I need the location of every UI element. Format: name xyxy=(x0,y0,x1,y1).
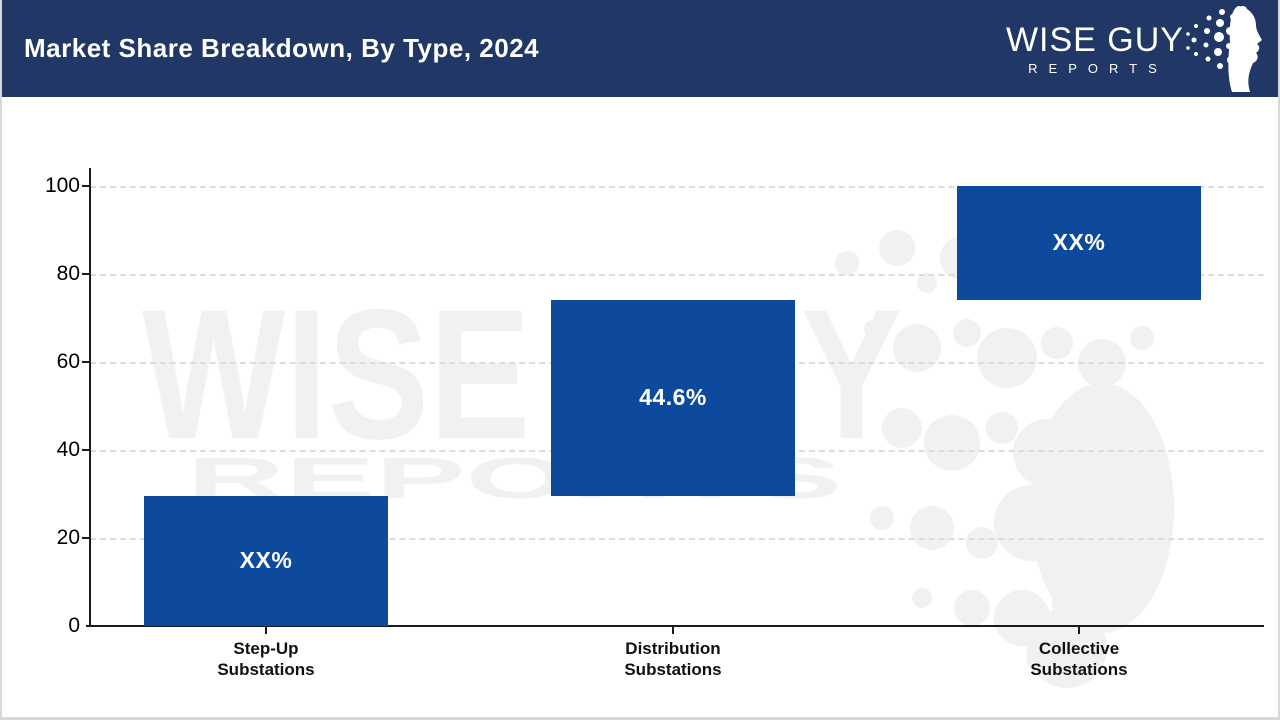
y-axis-label-40: 40 xyxy=(56,438,80,461)
x-tick-step-up xyxy=(265,627,267,634)
y-tick-40 xyxy=(82,449,90,451)
y-tick-20 xyxy=(82,537,90,539)
bar-collective-substations: XX% xyxy=(957,186,1201,300)
y-axis-label-20: 20 xyxy=(56,526,80,549)
y-axis-label-100: 100 xyxy=(44,174,80,197)
logo-subtitle: REPORTS xyxy=(1028,61,1168,76)
x-axis-category-collective: Collective Substations xyxy=(1030,639,1128,679)
bar-distribution-substations: 44.6% xyxy=(551,299,795,496)
gridline-80 xyxy=(90,274,1264,276)
y-tick-80 xyxy=(82,273,90,275)
y-axis-line xyxy=(89,168,91,627)
x-axis-category-step-up: Step-Up Substations xyxy=(217,639,315,679)
gridline-100 xyxy=(90,186,1264,188)
bar-value-label: XX% xyxy=(239,547,293,574)
bar-value-label: XX% xyxy=(1052,229,1106,256)
logo-face-icon xyxy=(1186,6,1262,92)
y-tick-60 xyxy=(82,361,90,363)
logo-wordmark: WISE GUY xyxy=(1005,21,1184,59)
chart-title: Market Share Breakdown, By Type, 2024 xyxy=(24,33,540,63)
header-bar: Market Share Breakdown, By Type, 2024 WI… xyxy=(2,0,1278,97)
logo-text: WISE GUY REPORTS xyxy=(1006,22,1184,76)
gridline-20 xyxy=(90,538,1264,540)
x-tick-distribution xyxy=(672,627,674,634)
bar-value-label: 44.6% xyxy=(639,384,707,411)
y-axis-label-0: 0 xyxy=(68,614,80,637)
x-axis-category-distribution: Distribution Substations xyxy=(624,639,722,679)
y-axis-label-60: 60 xyxy=(56,350,80,373)
bar-step-up-substations: XX% xyxy=(144,495,388,626)
y-tick-100 xyxy=(82,185,90,187)
x-tick-collective xyxy=(1078,627,1080,634)
y-axis-label-80: 80 xyxy=(56,262,80,285)
x-axis-line xyxy=(86,625,1264,627)
chart-area: WISE GUY REPORTS xyxy=(2,98,1278,717)
wise-guy-reports-logo: WISE GUY REPORTS xyxy=(1006,4,1270,94)
